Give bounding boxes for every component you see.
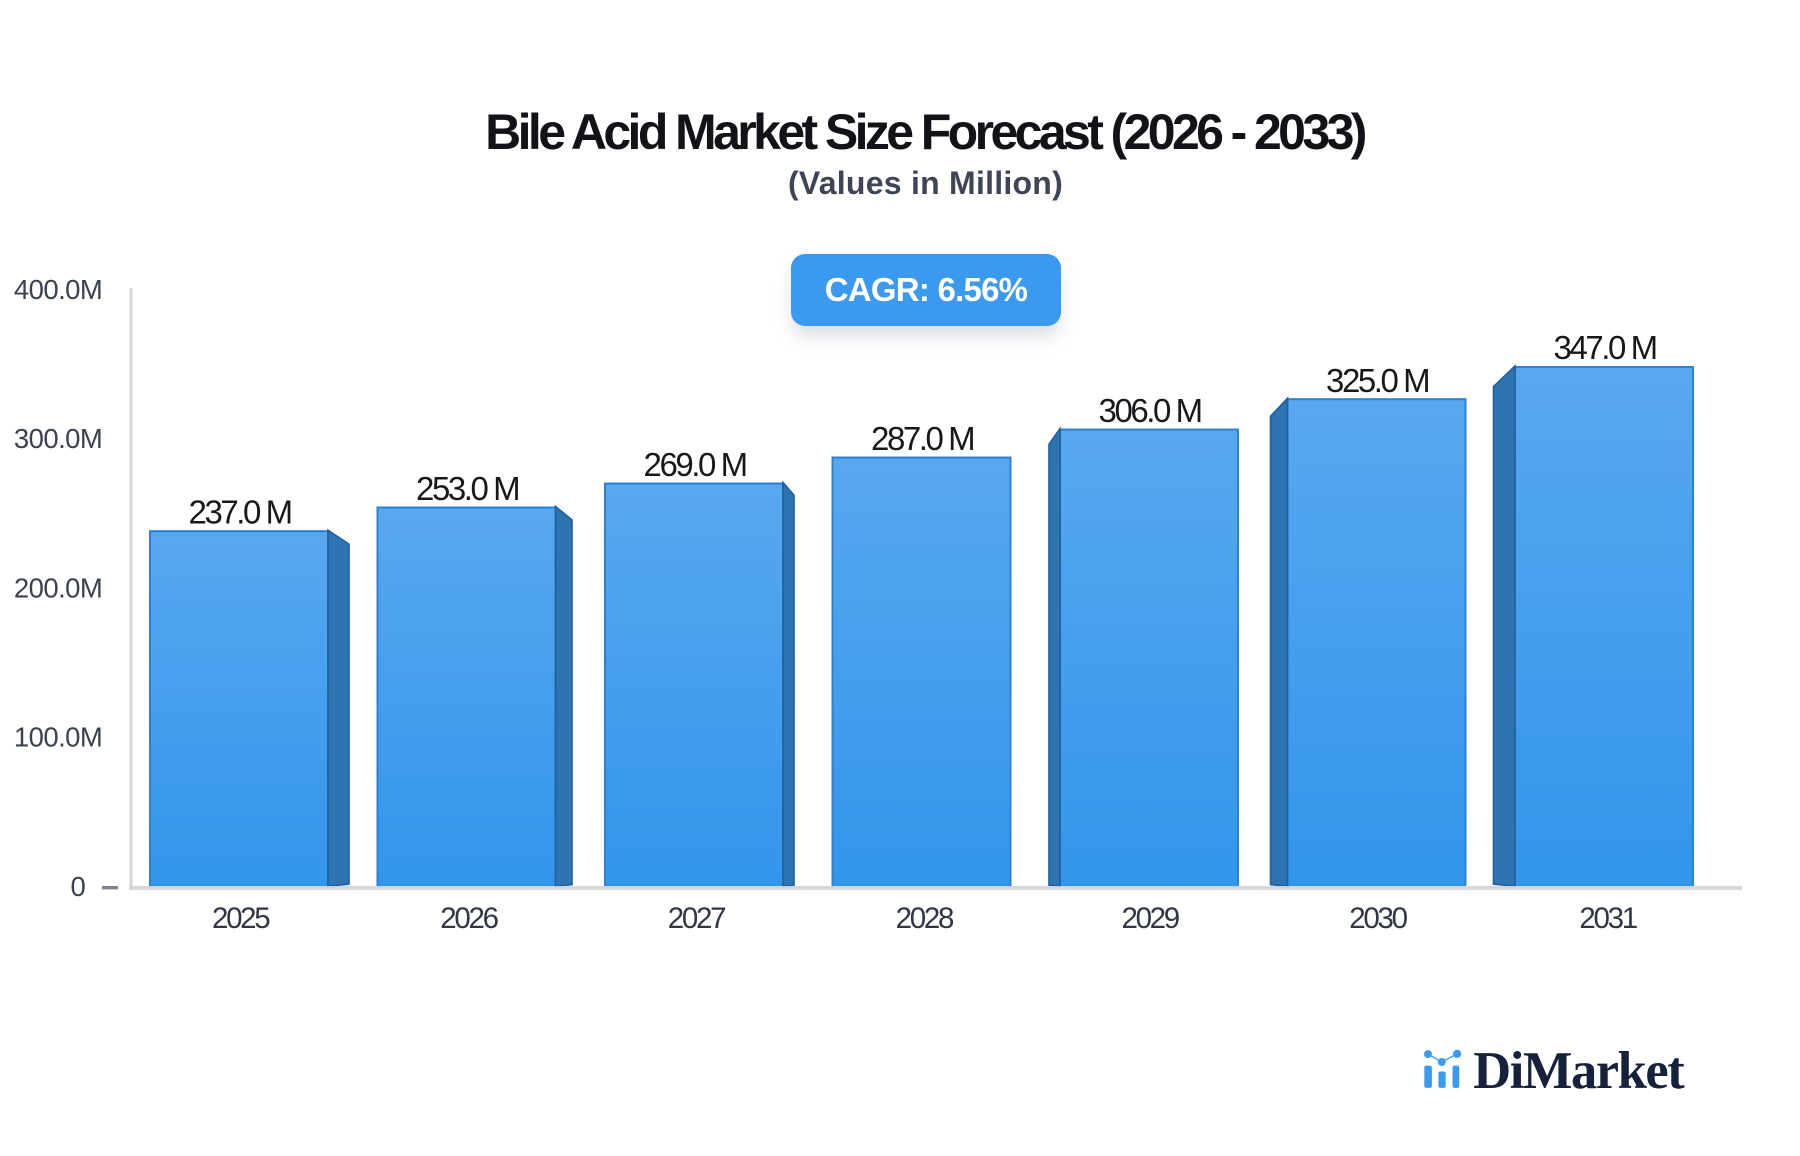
svg-text:2026: 2026 — [440, 902, 498, 935]
svg-text:269.0 M: 269.0 M — [644, 446, 746, 483]
svg-text:2031: 2031 — [1579, 902, 1636, 935]
svg-text:325.0 M: 325.0 M — [1326, 362, 1428, 399]
svg-text:306.0 M: 306.0 M — [1099, 392, 1201, 429]
svg-text:237.0 M: 237.0 M — [189, 494, 291, 531]
svg-text:200.0M: 200.0M — [14, 572, 102, 603]
svg-text:253.0 M: 253.0 M — [416, 470, 518, 507]
svg-text:347.0 M: 347.0 M — [1554, 329, 1656, 366]
svg-text:2027: 2027 — [668, 902, 725, 935]
svg-text:2028: 2028 — [896, 902, 954, 935]
svg-text:2025: 2025 — [212, 902, 270, 935]
svg-text:100.0M: 100.0M — [14, 722, 102, 753]
svg-text:400.0M: 400.0M — [14, 274, 102, 305]
svg-text:0: 0 — [71, 871, 86, 902]
svg-text:2029: 2029 — [1121, 902, 1179, 935]
svg-text:300.0M: 300.0M — [14, 423, 102, 454]
svg-text:DiMarket: DiMarket — [1473, 1042, 1685, 1100]
svg-text:2030: 2030 — [1349, 902, 1407, 935]
svg-text:287.0 M: 287.0 M — [871, 420, 973, 457]
